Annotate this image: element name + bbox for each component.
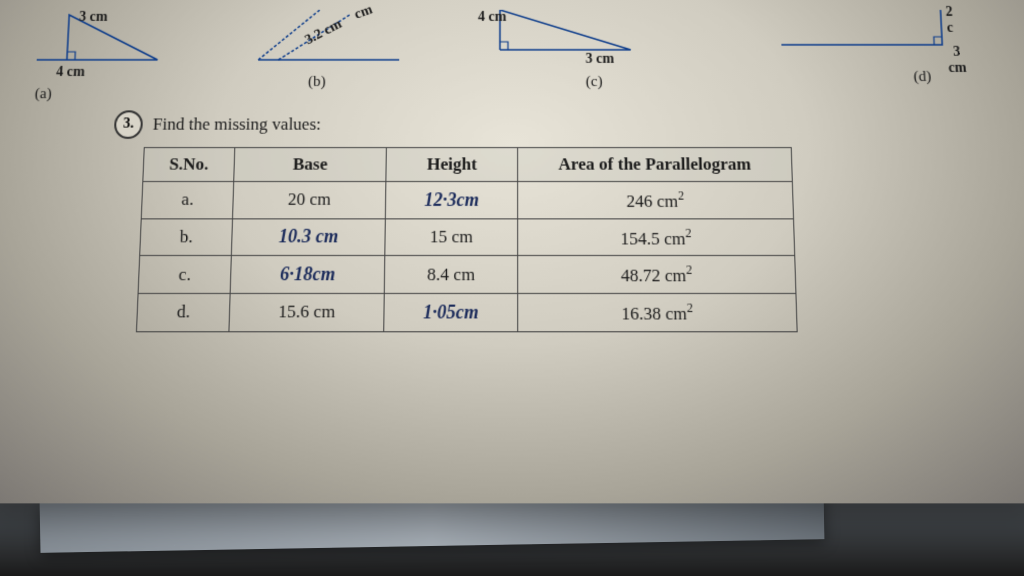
tri-a-caption: (a) [34,86,52,103]
tri-a-side2: 4 cm [56,65,85,81]
question-number: 3. [114,110,144,139]
cell-sno: b. [140,219,233,256]
handwritten-value: 6·18cm [280,264,336,285]
cell-height: 12·3cm [385,182,517,219]
cell-area: 16.38 cm2 [518,293,797,331]
tri-c-caption: (c) [586,74,603,91]
triangles-row: 3 cm 4 cm (a) 3.2 cm cm (b) 4 cm 3 cm (c… [0,0,1024,90]
parallelogram-table: S.No. Base Height Area of the Parallelog… [136,147,798,332]
triangle-b: 3.2 cm cm (b) [248,10,410,70]
tri-c-side1: 4 cm [478,10,506,26]
tri-d-side2: 3 cm [947,45,967,77]
cell-base: 6·18cm [230,256,385,294]
handwritten-value: 1·05cm [423,301,479,322]
cell-area: 246 cm2 [518,182,794,219]
table-row: a. 20 cm 12·3cm 246 cm2 [141,182,793,219]
tri-c-side2: 3 cm [585,52,614,68]
cell-base: 15.6 cm [229,293,384,331]
table-row: b. 10.3 cm 15 cm 154.5 cm2 [140,219,795,256]
header-height: Height [386,148,518,182]
triangle-d: 2 c 3 cm (d) [770,10,953,55]
tri-a-side1: 3 cm [79,10,108,26]
triangle-c: 4 cm 3 cm (c) [490,10,641,60]
handwritten-value: 10.3 cm [278,226,338,247]
cell-height: 8.4 cm [384,256,517,294]
cell-height: 15 cm [385,219,518,256]
triangle-a: 3 cm 4 cm (a) [26,10,170,70]
tri-b-caption: (b) [308,74,326,91]
table-row: c. 6·18cm 8.4 cm 48.72 cm2 [138,256,796,294]
question-text: Find the missing values: [152,114,321,133]
cell-area: 48.72 cm2 [518,256,796,294]
cell-base: 10.3 cm [231,219,385,256]
table-row: d. 15.6 cm 1·05cm 16.38 cm2 [136,293,797,331]
question-block: 3. Find the missing values: [114,110,1024,139]
cell-height: 1·05cm [384,293,518,331]
tri-d-caption: (d) [913,69,931,86]
cell-area: 154.5 cm2 [518,219,795,256]
handwritten-value: 12·3cm [424,189,479,210]
table-header-row: S.No. Base Height Area of the Parallelog… [143,148,793,182]
textbook-page: 3 cm 4 cm (a) 3.2 cm cm (b) 4 cm 3 cm (c… [0,0,1024,503]
header-area: Area of the Parallelogram [518,148,793,182]
cell-sno: a. [141,182,233,219]
cell-base: 20 cm [233,182,386,219]
cell-sno: d. [136,293,230,331]
header-sno: S.No. [143,148,235,182]
table-wrapper: S.No. Base Height Area of the Parallelog… [136,147,1024,332]
cell-sno: c. [138,256,231,294]
tri-d-side1: 2 c [945,5,954,37]
header-base: Base [234,148,387,182]
